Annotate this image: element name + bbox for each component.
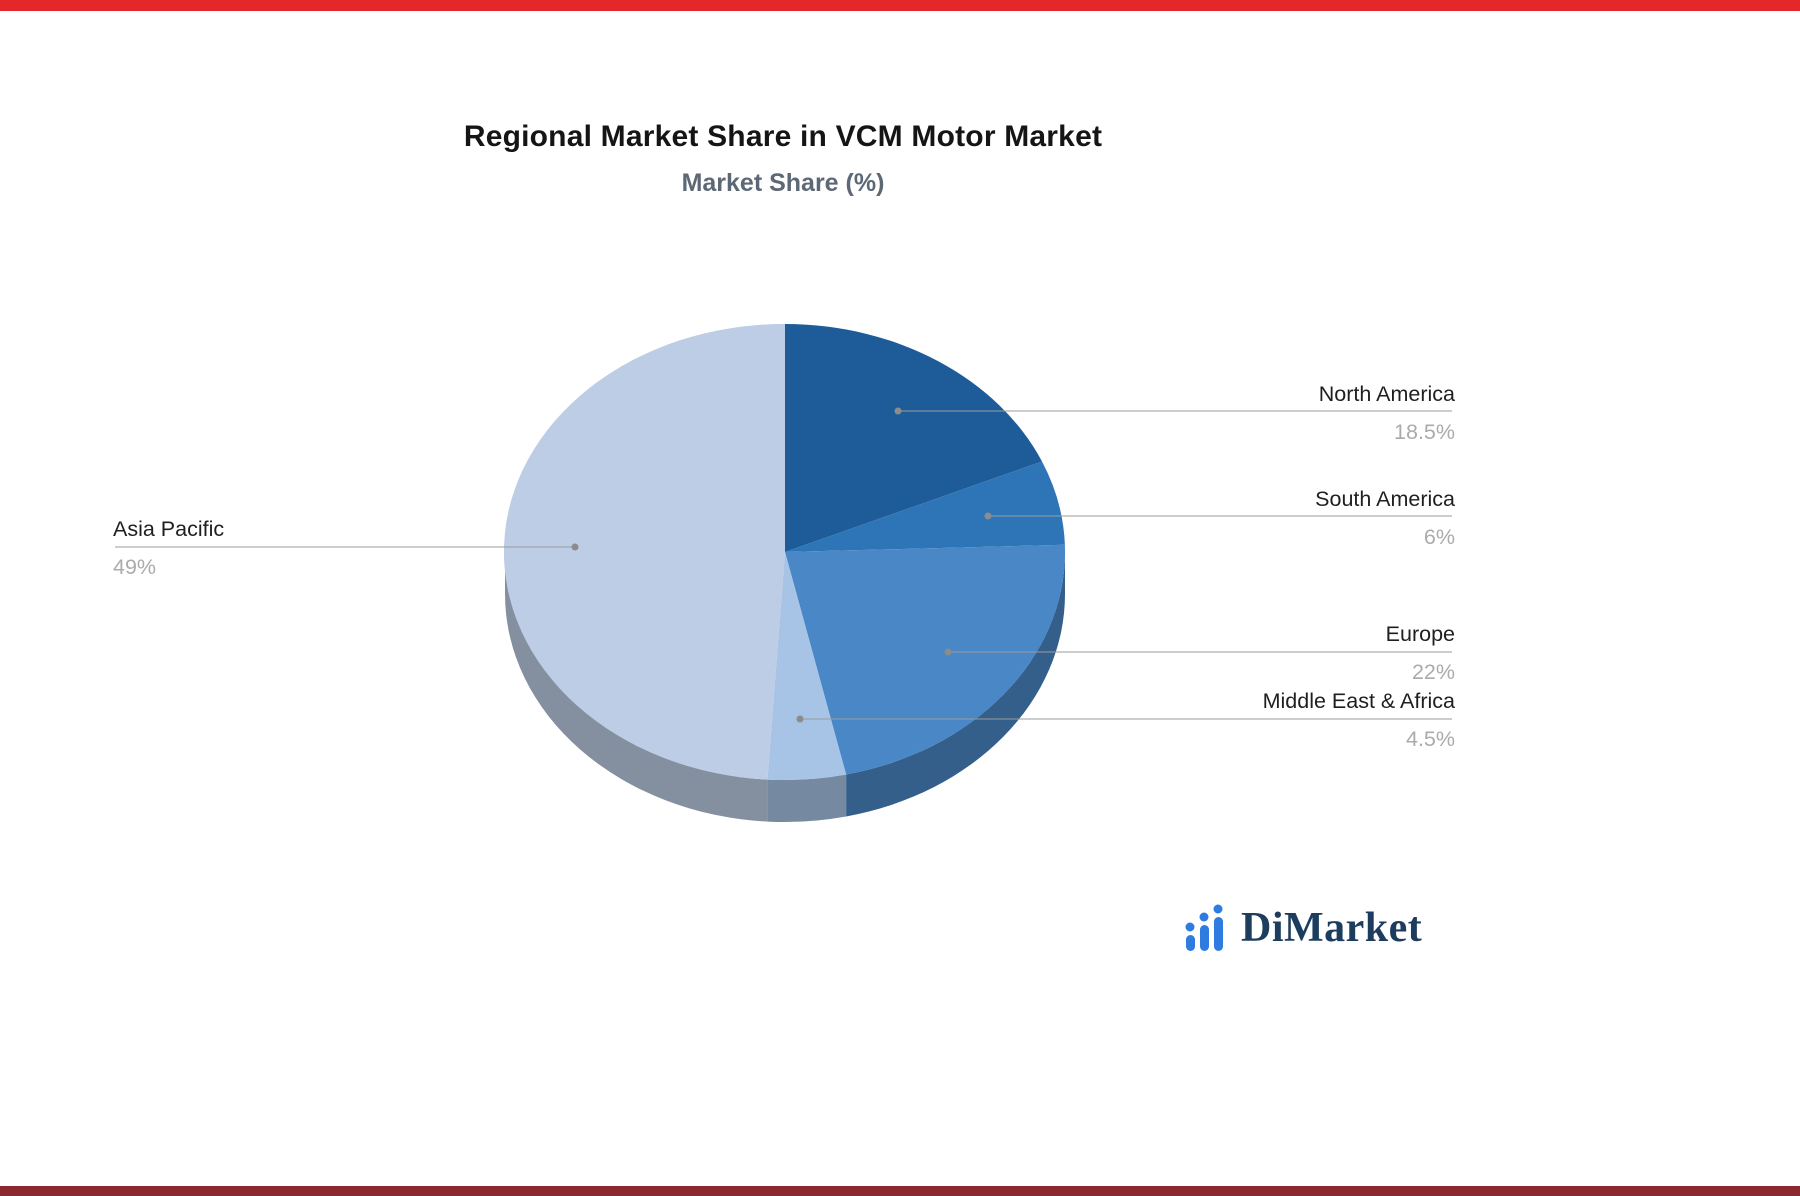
logo-text: DiMarket — [1241, 905, 1423, 951]
pie-slice-middle-east-africa-side — [767, 774, 847, 823]
top-accent-bar — [0, 0, 1800, 11]
chart-title: Regional Market Share in VCM Motor Marke… — [463, 120, 1103, 153]
logo: DiMarket — [1183, 903, 1422, 953]
callout-europe: Europe 22% — [1386, 621, 1455, 685]
pie-slice-europe-side — [846, 552, 1065, 817]
chart-subtitle: Market Share (%) — [681, 169, 885, 197]
callout-value: 49% — [113, 555, 157, 579]
pie-slice-middle-east-africa[interactable] — [767, 552, 847, 781]
chart-header: Regional Market Share in VCM Motor Marke… — [0, 120, 1566, 198]
pie-slice-south-america[interactable] — [785, 461, 1065, 553]
callout-south-america: South America 6% — [1315, 486, 1455, 550]
leader-dot-asia-pacific — [571, 543, 579, 551]
leader-lines-group — [115, 407, 1452, 723]
callout-label: Europe — [1385, 622, 1455, 646]
callout-label: North America — [1318, 382, 1455, 406]
leader-dot-europe — [944, 648, 952, 656]
callout-middle-east-africa: Middle East & Africa 4.5% — [1263, 688, 1455, 752]
pie-slice-asia-pacific-side — [505, 552, 768, 822]
leader-dot-middle-east-africa — [796, 715, 804, 723]
callout-value: 4.5% — [1405, 727, 1455, 751]
bottom-accent-bar — [0, 1186, 1800, 1196]
callout-value: 6% — [1423, 525, 1455, 549]
pie-slices-group — [503, 323, 1066, 823]
callout-value: 18.5% — [1394, 420, 1455, 444]
bar-chart-icon — [1185, 904, 1223, 951]
leader-dot-south-america — [984, 512, 992, 520]
callout-label: South America — [1315, 487, 1455, 511]
callout-asia-pacific: Asia Pacific 49% — [113, 516, 224, 580]
callout-value: 22% — [1411, 660, 1455, 684]
pie-slice-europe[interactable] — [785, 544, 1066, 775]
callout-label: Middle East & Africa — [1262, 689, 1455, 713]
callout-north-america: North America 18.5% — [1319, 381, 1455, 445]
leader-dot-north-america — [894, 407, 902, 415]
pie-slice-asia-pacific[interactable] — [503, 323, 785, 780]
pie-slice-north-america[interactable] — [785, 324, 1042, 552]
callout-label: Asia Pacific — [113, 517, 225, 541]
